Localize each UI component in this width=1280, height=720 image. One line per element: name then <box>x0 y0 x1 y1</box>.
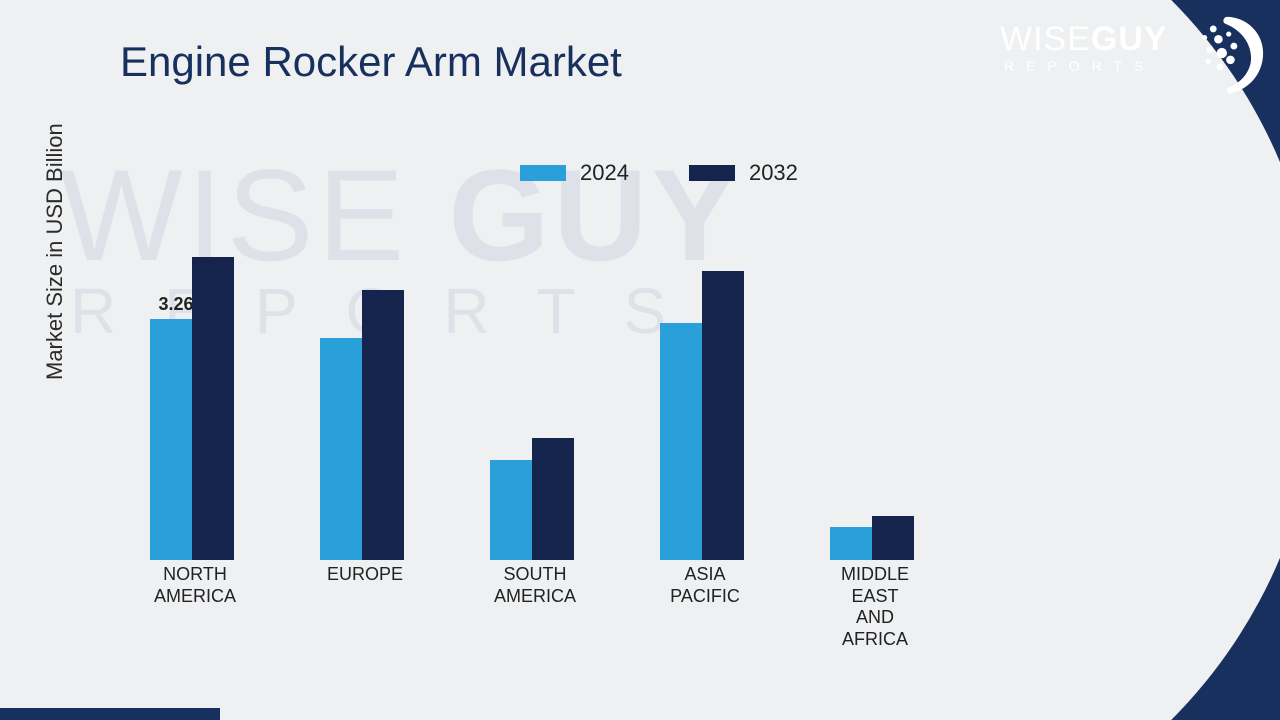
category-label: ASIAPACIFIC <box>630 564 780 607</box>
category-label: SOUTHAMERICA <box>460 564 610 607</box>
bar-2024 <box>830 527 872 560</box>
category-label: NORTHAMERICA <box>120 564 270 607</box>
bar-2032 <box>362 290 404 560</box>
bar-2024 <box>490 460 532 560</box>
logo-wise: WISE <box>1000 20 1091 58</box>
legend-label-2032: 2032 <box>749 160 798 186</box>
legend-label-2024: 2024 <box>580 160 629 186</box>
bar-2032 <box>532 438 574 560</box>
legend-swatch-2032 <box>689 165 735 181</box>
legend-item-2024: 2024 <box>520 160 629 186</box>
category-label: EUROPE <box>290 564 440 586</box>
legend-item-2032: 2032 <box>689 160 798 186</box>
bar-2032 <box>702 271 744 560</box>
bar-2032 <box>192 257 234 560</box>
legend-swatch-2024 <box>520 165 566 181</box>
logo-reports: REPORTS <box>1004 58 1240 74</box>
chart-card: WISEGUY REPORTS WISE GUY REPORTS Engine … <box>0 0 1280 720</box>
logo-guy: GUY <box>1091 20 1168 58</box>
brand-logo: WISEGUY REPORTS <box>1000 22 1240 74</box>
bar-2024: 3.26 <box>150 319 192 560</box>
chart-area: Market Size in USD Billion 2024 2032 3.2… <box>50 170 970 670</box>
chart-title: Engine Rocker Arm Market <box>120 38 622 86</box>
y-axis-label: Market Size in USD Billion <box>42 123 68 380</box>
legend: 2024 2032 <box>520 160 798 186</box>
plot-area: 3.26 <box>130 190 970 560</box>
bar-2024 <box>660 323 702 560</box>
bar-2024 <box>320 338 362 560</box>
bottom-accent-bar <box>0 708 220 720</box>
bar-2032 <box>872 516 914 560</box>
category-label: MIDDLEEASTANDAFRICA <box>800 564 950 650</box>
